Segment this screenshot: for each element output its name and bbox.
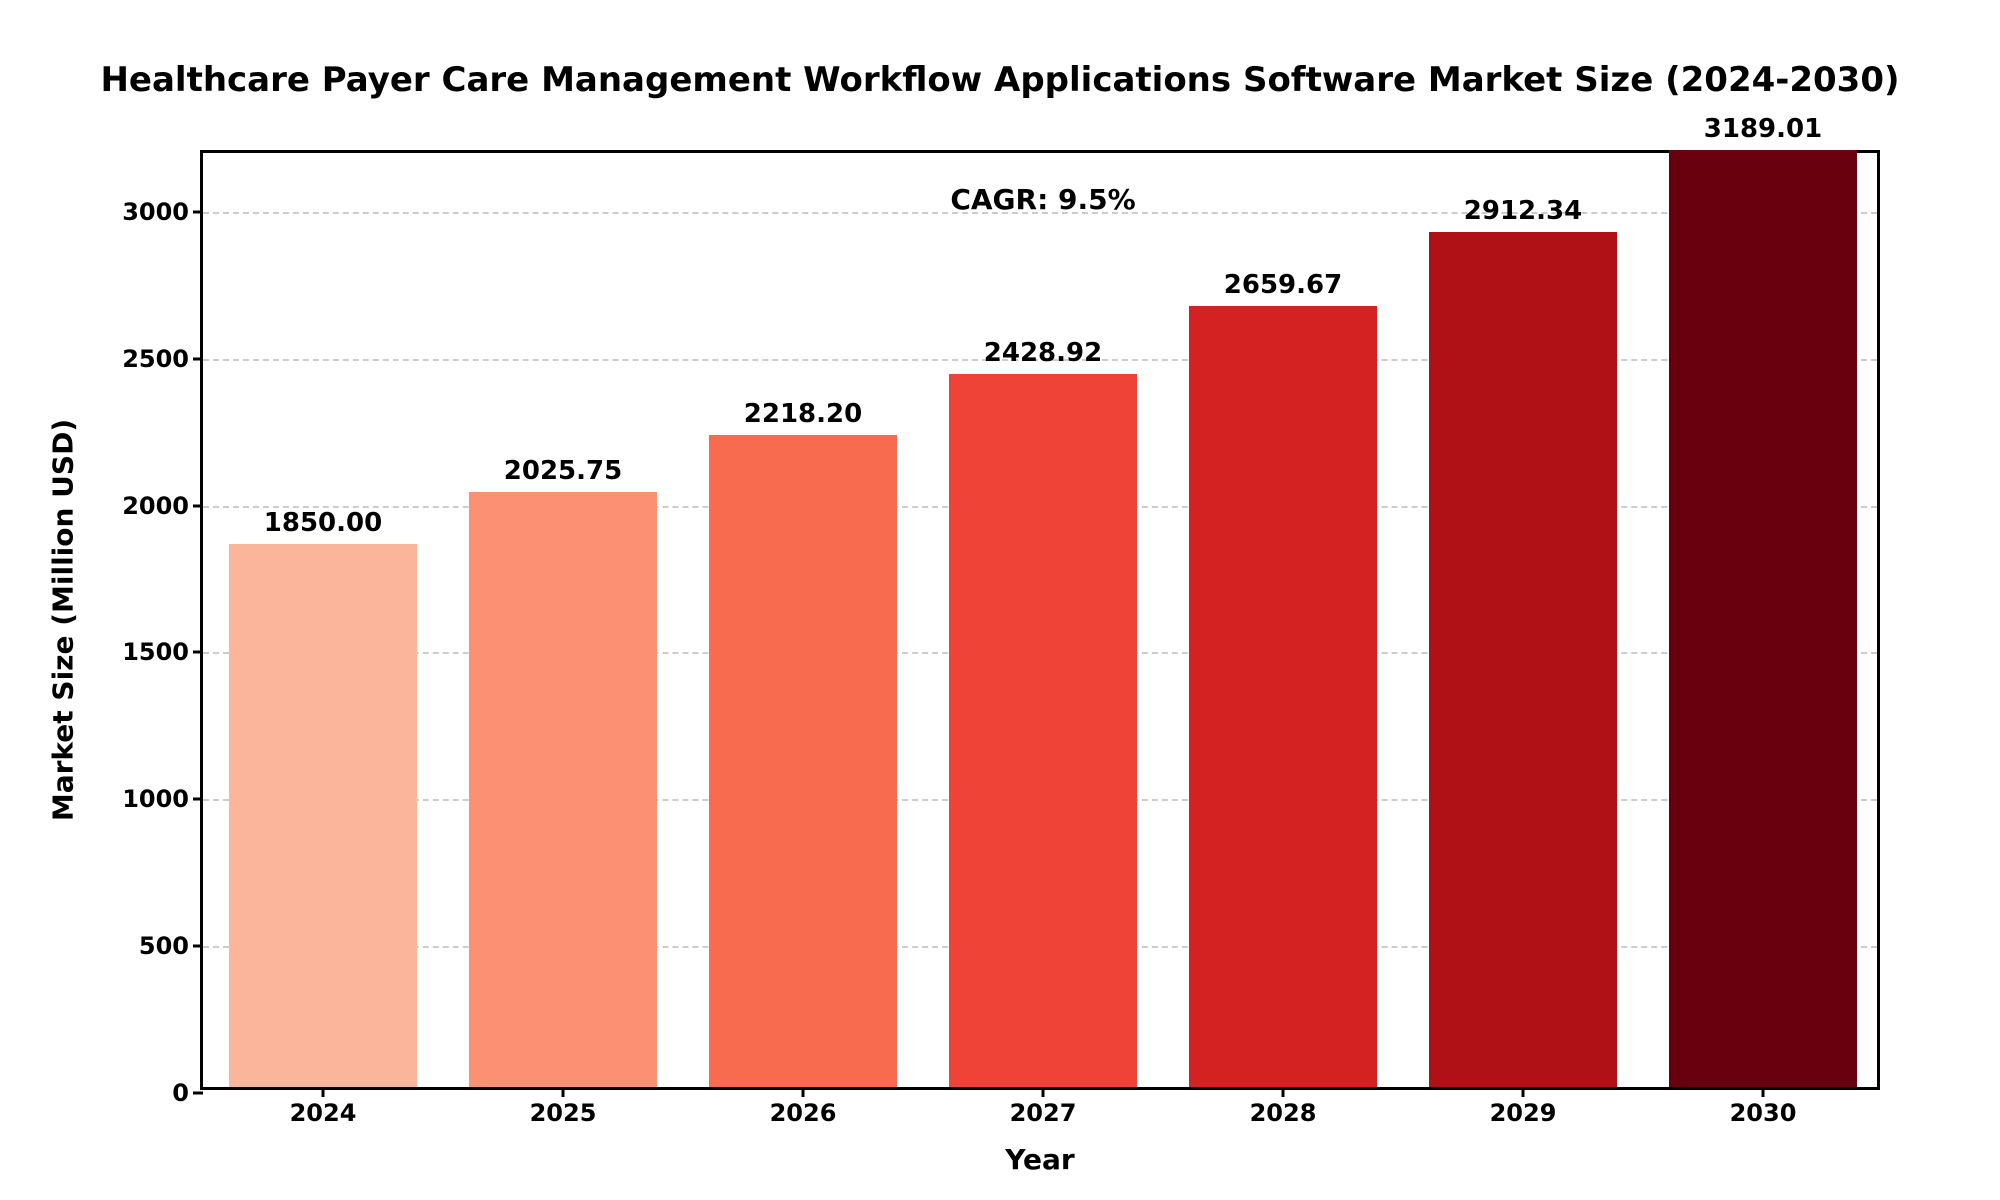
- bar: 2912.34: [1429, 232, 1616, 1087]
- bar-value-label: 3189.01: [1704, 114, 1822, 144]
- x-tick-label: 2030: [1730, 1099, 1797, 1127]
- bar-value-label: 2912.34: [1464, 196, 1582, 226]
- x-tick-mark: [802, 1087, 805, 1097]
- bar-value-label: 1850.00: [264, 508, 382, 538]
- y-tick-label: 2000: [122, 492, 189, 520]
- x-tick-label: 2029: [1490, 1099, 1557, 1127]
- x-tick-label: 2027: [1010, 1099, 1077, 1127]
- y-tick-label: 2500: [122, 345, 189, 373]
- y-tick-label: 1000: [122, 785, 189, 813]
- cagr-annotation: CAGR: 9.5%: [950, 183, 1135, 216]
- x-tick-label: 2026: [770, 1099, 837, 1127]
- chart-title: Healthcare Payer Care Management Workflo…: [20, 60, 1980, 100]
- y-tick-mark: [193, 357, 203, 360]
- y-tick-label: 3000: [122, 198, 189, 226]
- bar-value-label: 2428.92: [984, 338, 1102, 368]
- x-axis-label: Year: [1005, 1143, 1074, 1176]
- bar-value-label: 2218.20: [744, 399, 862, 429]
- x-tick-mark: [1762, 1087, 1765, 1097]
- y-axis-label: Market Size (Million USD): [47, 419, 80, 821]
- y-tick-label: 0: [172, 1079, 189, 1107]
- x-tick-mark: [1042, 1087, 1045, 1097]
- bar: 2428.92: [949, 374, 1136, 1087]
- y-tick-mark: [193, 1092, 203, 1095]
- x-tick-label: 2025: [530, 1099, 597, 1127]
- y-tick-label: 500: [139, 932, 189, 960]
- y-tick-mark: [193, 945, 203, 948]
- bar-value-label: 2025.75: [504, 456, 622, 486]
- bars-group: 1850.00 2025.75 2218.20 2428.92 2659.67 2912.…: [203, 153, 1877, 1087]
- x-tick-label: 2028: [1250, 1099, 1317, 1127]
- y-tick-label: 1500: [122, 638, 189, 666]
- bar: 1850.00: [229, 544, 416, 1087]
- bar: 2659.67: [1189, 306, 1376, 1087]
- y-tick-mark: [193, 651, 203, 654]
- x-tick-mark: [1522, 1087, 1525, 1097]
- y-tick-mark: [193, 798, 203, 801]
- bar: 3189.01: [1669, 150, 1856, 1087]
- x-tick-mark: [1282, 1087, 1285, 1097]
- bar-value-label: 2659.67: [1224, 270, 1342, 300]
- bar: 2025.75: [469, 492, 656, 1087]
- plot-area: 050010001500200025003000 Market Size (Mi…: [200, 150, 1880, 1090]
- y-tick-mark: [193, 504, 203, 507]
- x-tick-mark: [562, 1087, 565, 1097]
- bar: 2218.20: [709, 435, 896, 1087]
- y-tick-mark: [193, 210, 203, 213]
- x-tick-label: 2024: [290, 1099, 357, 1127]
- x-tick-mark: [322, 1087, 325, 1097]
